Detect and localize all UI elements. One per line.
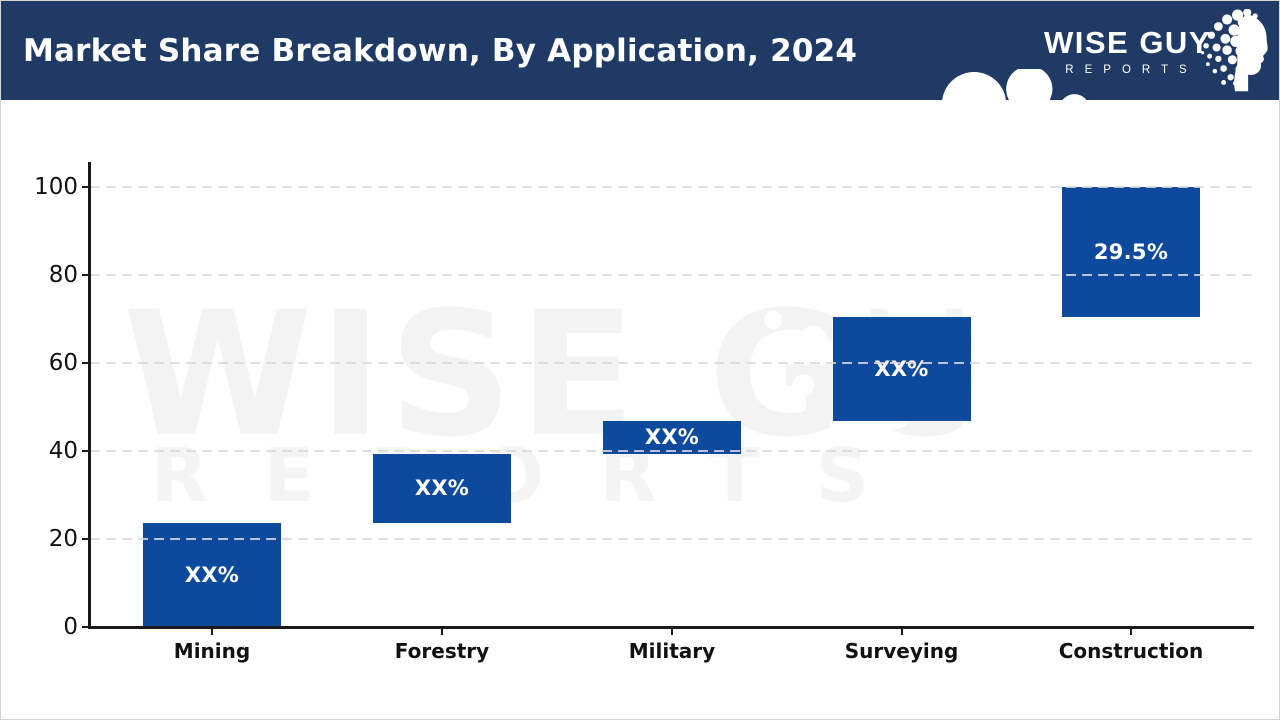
page-title: Market Share Breakdown, By Application, … [23, 32, 858, 69]
gridline-y80 [90, 274, 1254, 276]
y-tick-label: 20 [48, 526, 78, 552]
x-tick-label-construction: Construction [1058, 639, 1204, 663]
header-bar: Market Share Breakdown, By Application, … [1, 1, 1279, 100]
x-tick-mark [441, 627, 443, 635]
bar-value-label: XX% [644, 425, 700, 450]
bar-surveying: XX% [832, 316, 971, 422]
x-tick-mark [211, 627, 213, 635]
x-tick-label-military: Military [628, 639, 716, 663]
y-axis [88, 162, 91, 628]
watermark-brand-subname: REPORTS [151, 433, 926, 519]
y-tick-mark [82, 186, 90, 188]
gridline-y60 [90, 362, 1254, 364]
y-tick-mark [82, 538, 90, 540]
x-axis [88, 626, 1254, 629]
y-tick-mark [82, 626, 90, 628]
dot-face-profile-icon [1201, 8, 1268, 91]
y-tick-mark [82, 274, 90, 276]
y-tick-mark [82, 362, 90, 364]
bar-military: XX% [603, 421, 741, 454]
x-tick-label-surveying: Surveying [844, 639, 959, 663]
y-tick-label: 80 [48, 262, 78, 288]
y-tick-mark [82, 450, 90, 452]
brand-name: WISE GUY [1043, 25, 1211, 60]
gridline-y40 [90, 450, 1254, 452]
y-tick-label: 0 [63, 614, 78, 640]
brand-logo: WISE GUY REPORTS [1044, 8, 1279, 93]
brand-subname: REPORTS [1065, 64, 1198, 76]
brand-logo-text: WISE GUY REPORTS [1044, 25, 1211, 76]
bar-forestry: XX% [373, 453, 511, 524]
bar-value-label: XX% [874, 356, 929, 381]
x-tick-mark [900, 627, 903, 635]
bar-value-label: XX% [414, 476, 470, 501]
bar-mining: XX% [143, 523, 281, 627]
x-tick-mark [1130, 627, 1132, 635]
gridline-y100 [90, 186, 1254, 188]
x-tick-label-forestry: Forestry [394, 639, 490, 663]
bar-value-label: 29.5% [1093, 239, 1169, 264]
bar-construction: 29.5% [1062, 187, 1200, 317]
x-tick-mark [671, 627, 673, 635]
gridline-y20 [90, 538, 1254, 540]
y-tick-label: 40 [48, 438, 78, 464]
x-tick-label-mining: Mining [173, 639, 251, 663]
y-tick-label: 100 [34, 174, 78, 200]
y-tick-label: 60 [48, 350, 78, 376]
bar-value-label: XX% [184, 563, 240, 588]
